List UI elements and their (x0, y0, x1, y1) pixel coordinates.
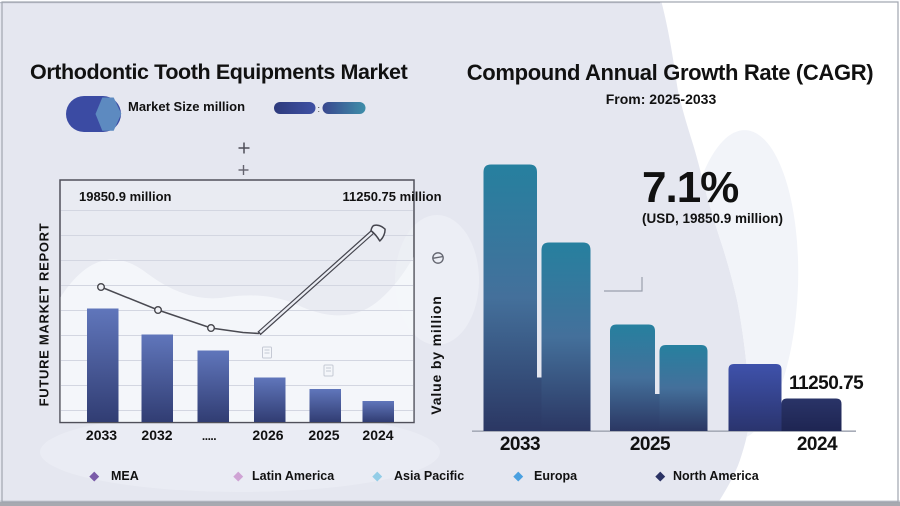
svg-text::: : (318, 104, 321, 114)
